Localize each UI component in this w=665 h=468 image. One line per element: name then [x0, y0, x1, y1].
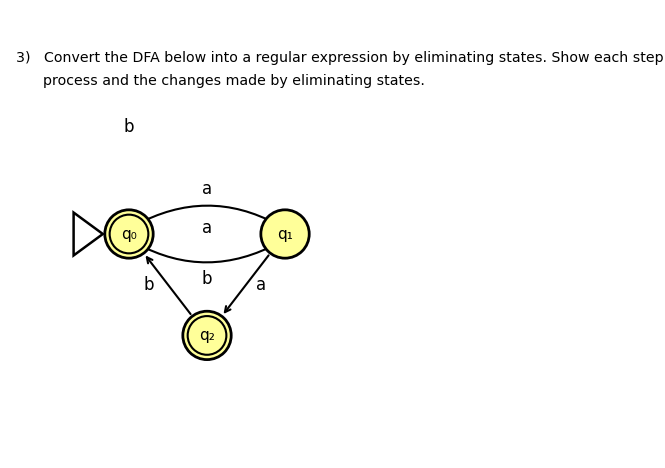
Text: q₂: q₂ — [199, 328, 215, 343]
Text: 3)   Convert the DFA below into a regular expression by eliminating states. Show: 3) Convert the DFA below into a regular … — [16, 51, 665, 65]
Text: a: a — [202, 180, 212, 198]
Text: b: b — [201, 270, 212, 288]
Text: b: b — [124, 117, 134, 136]
Text: a: a — [256, 276, 266, 294]
Circle shape — [183, 311, 231, 359]
Text: q₁: q₁ — [277, 227, 293, 241]
Text: a: a — [202, 219, 212, 237]
Circle shape — [105, 210, 153, 258]
Text: q₀: q₀ — [121, 227, 137, 241]
Circle shape — [261, 210, 309, 258]
Text: process and the changes made by eliminating states.: process and the changes made by eliminat… — [16, 74, 425, 88]
Text: b: b — [143, 276, 154, 294]
